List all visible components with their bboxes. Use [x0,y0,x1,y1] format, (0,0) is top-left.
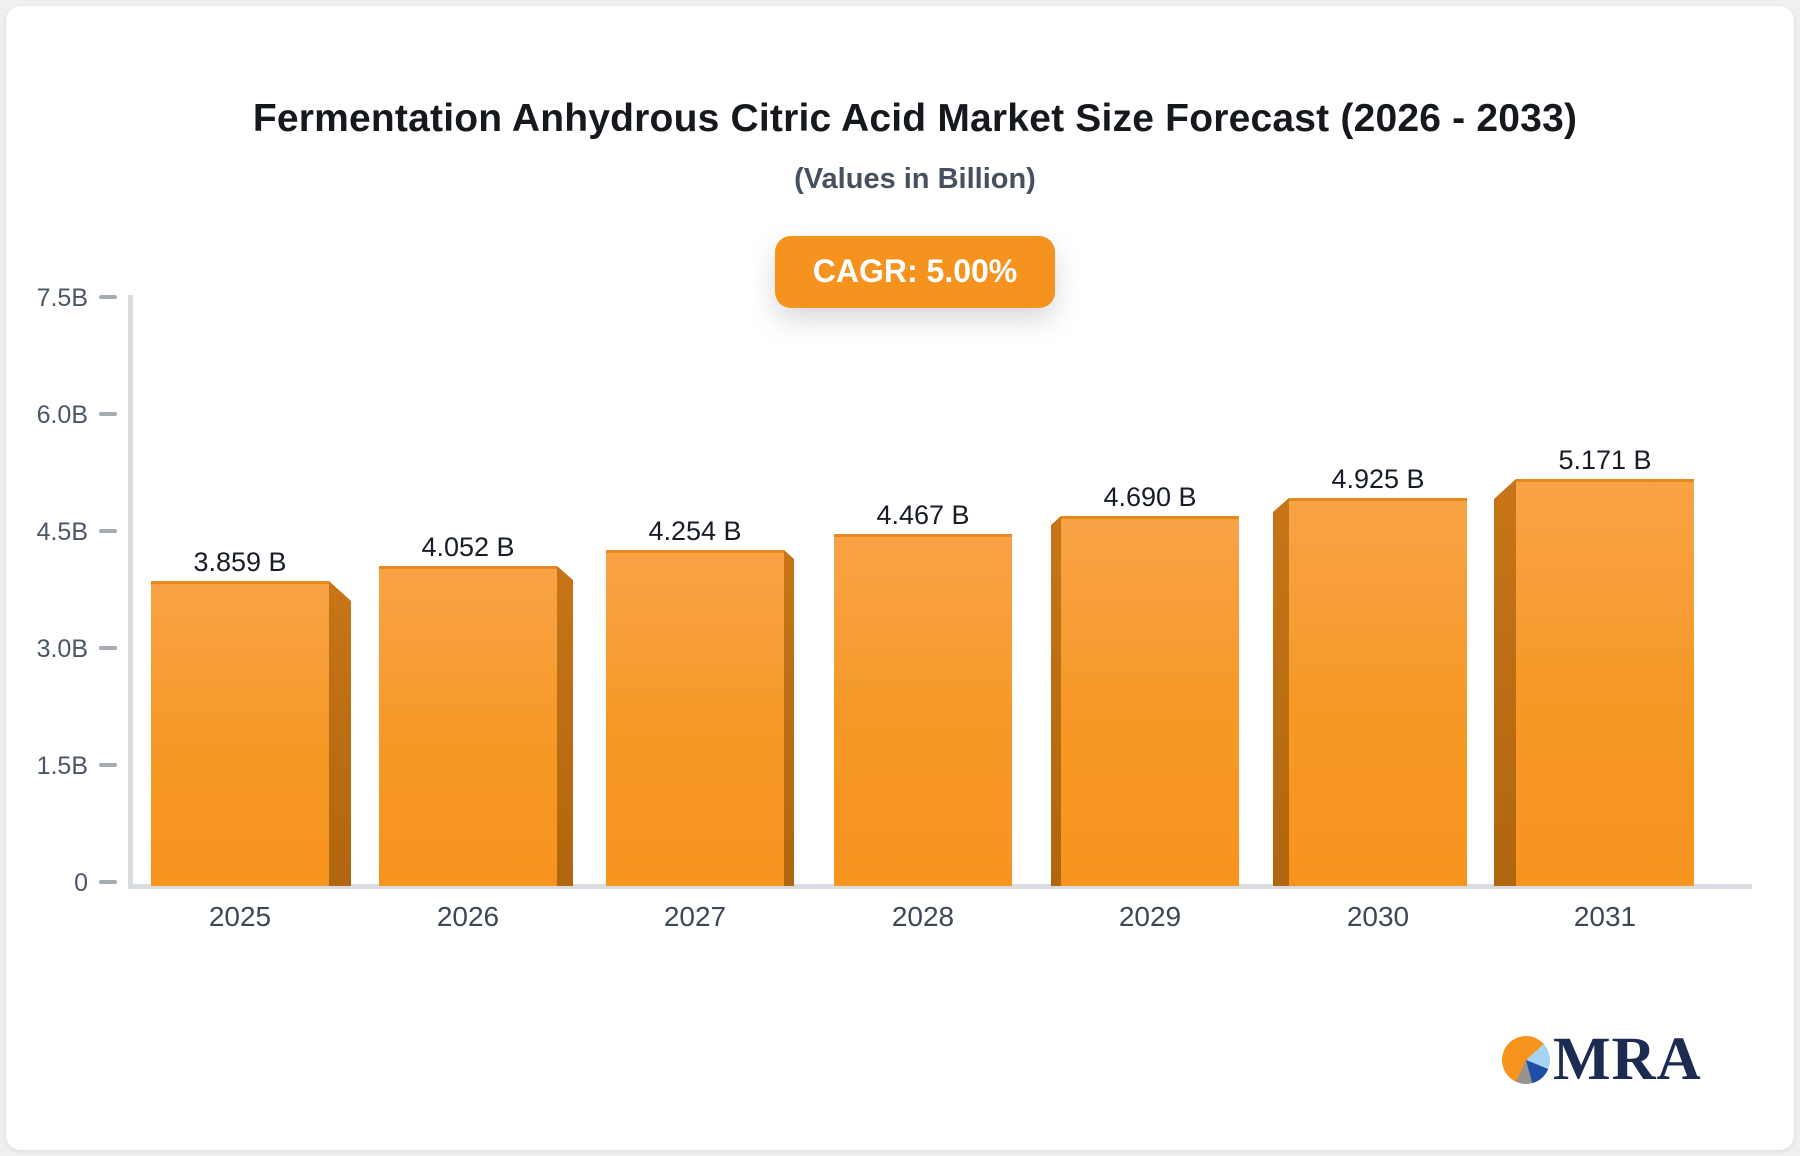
x-tick-label-2029: 2029 [1119,901,1181,932]
bar-top-edge-2031 [1516,479,1694,482]
chart-card: 0 1.5B 3.0B 4.5B 6.0B 7.5B 3.859 B 2025 4.052 B 2… [6,6,1794,1150]
y-tick-mark [99,763,117,767]
y-tick-mark [99,295,117,299]
mra-logo: MRA [1502,1026,1702,1093]
x-tick-label-2031: 2031 [1574,901,1636,932]
y-tick-mark [99,880,117,884]
plot-area: 0 1.5B 3.0B 4.5B 6.0B 7.5B 3.859 B 2025 4.052 B 2… [37,284,1752,932]
chart-title: Fermentation Anhydrous Citric Acid Marke… [252,97,1578,140]
x-tick-label-2030: 2030 [1347,901,1409,932]
bar-top-edge-2029 [1061,516,1239,519]
bar-top-edge-2030 [1289,498,1467,501]
bar-side-2030 [1273,498,1289,886]
market-size-bar-chart: 0 1.5B 3.0B 4.5B 6.0B 7.5B 3.859 B 2025 4.052 B 2… [37,284,1752,932]
chart-subtitle: (Values in Billion) [794,163,1036,195]
x-axis-line [128,884,1752,889]
y-tick-label: 6.0B [37,401,88,429]
bar-top-edge-2025 [151,581,329,584]
y-tick-mark [99,646,117,650]
y-tick-mark [99,412,117,416]
bar-top-edge-2027 [606,550,784,553]
bar-side-2026 [557,566,573,886]
bar-2030 [1289,498,1467,886]
bar-side-2027 [784,550,794,886]
bar-2028 [834,534,1012,886]
bar-value-label-2028: 4.467 B [876,500,969,530]
bar-2025 [151,581,329,886]
y-tick-label: 7.5B [37,284,88,312]
bar-top-edge-2028 [834,534,1012,537]
y-tick-mark [99,529,117,533]
bar-2031 [1516,479,1694,886]
bar-value-label-2029: 4.690 B [1103,482,1196,512]
x-tick-label-2026: 2026 [437,901,499,932]
bar-2026 [379,566,557,886]
y-tick-label: 4.5B [37,518,88,546]
y-axis-line [128,295,133,889]
y-tick-label: 3.0B [37,635,88,663]
bar-top-edge-2026 [379,566,557,569]
x-tick-label-2025: 2025 [209,901,271,932]
bar-2029 [1061,516,1239,886]
y-tick-label: 1.5B [37,752,88,780]
bar-value-label-2031: 5.171 B [1558,445,1651,475]
cagr-badge: CAGR: 5.00% [774,236,1056,308]
bar-value-label-2026: 4.052 B [421,532,514,562]
x-tick-label-2027: 2027 [664,901,726,932]
chart-header: Fermentation Anhydrous Citric Acid Marke… [46,6,1784,308]
bar-value-label-2025: 3.859 B [193,547,286,577]
y-tick-label: 0 [74,869,88,897]
pie-chart-logo-icon [1502,1036,1550,1084]
logo-text: MRA [1553,1026,1702,1093]
bar-side-2025 [329,581,351,886]
bar-2027 [606,550,784,886]
bar-side-2029 [1051,516,1061,886]
bar-value-label-2030: 4.925 B [1331,464,1424,494]
x-tick-label-2028: 2028 [892,901,954,932]
bar-side-2031 [1494,479,1516,886]
bar-value-label-2027: 4.254 B [648,516,741,546]
